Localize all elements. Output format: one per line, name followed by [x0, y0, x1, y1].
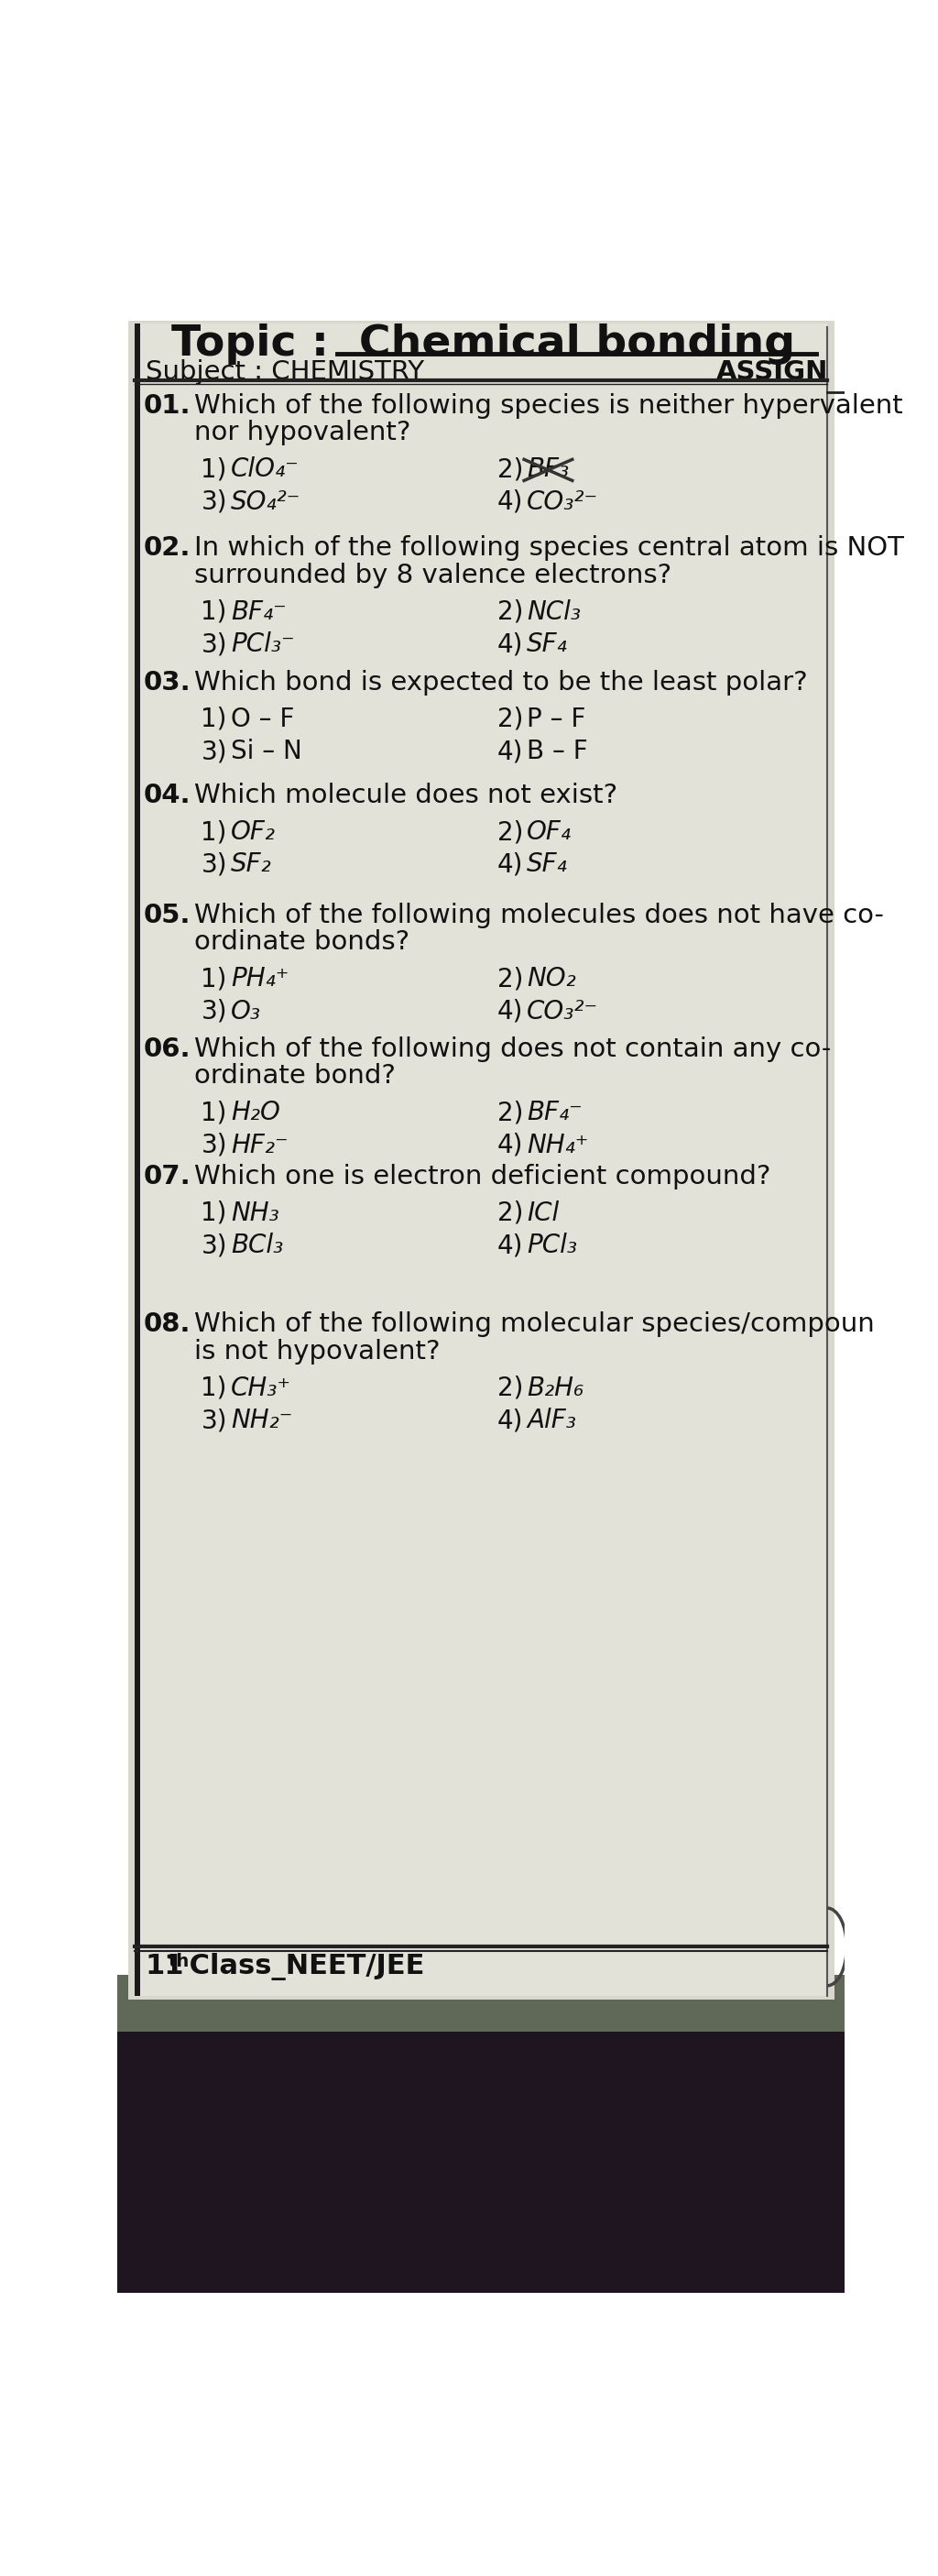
Text: 3): 3): [201, 1133, 227, 1159]
Text: ordinate bond?: ordinate bond?: [194, 1064, 395, 1090]
Text: 07.: 07.: [144, 1164, 191, 1190]
Text: Which of the following does not contain any co-: Which of the following does not contain …: [194, 1036, 831, 1061]
Text: 11: 11: [145, 1953, 185, 1978]
Text: 2): 2): [497, 966, 523, 992]
Text: B₂H₆: B₂H₆: [527, 1376, 583, 1401]
Text: surrounded by 8 valence electrons?: surrounded by 8 valence electrons?: [194, 562, 672, 587]
Bar: [135, 325, 140, 1996]
Text: NO₂: NO₂: [527, 966, 576, 992]
Text: 2): 2): [497, 819, 523, 845]
Text: 2): 2): [497, 1100, 523, 1126]
Text: Which molecule does not exist?: Which molecule does not exist?: [194, 783, 617, 809]
Text: PCl₃: PCl₃: [527, 1234, 577, 1260]
Text: Subject : CHEMISTRY: Subject : CHEMISTRY: [145, 358, 424, 384]
Text: 1): 1): [201, 1200, 227, 1226]
Text: ClO₄⁻: ClO₄⁻: [231, 456, 299, 482]
Text: 3): 3): [201, 1234, 227, 1260]
Bar: [117, 1976, 844, 2032]
Text: BF₄⁻: BF₄⁻: [527, 1100, 582, 1126]
Bar: [117, 2025, 844, 2293]
Text: In which of the following species central atom is NOT: In which of the following species centra…: [194, 536, 903, 562]
Text: 06.: 06.: [144, 1036, 190, 1061]
Text: Class_NEET/JEE: Class_NEET/JEE: [180, 1953, 425, 1981]
Text: 02.: 02.: [144, 536, 190, 562]
Text: 4): 4): [497, 999, 523, 1025]
Text: BF₃: BF₃: [527, 456, 569, 482]
Text: 3): 3): [201, 489, 227, 515]
Text: NCl₃: NCl₃: [527, 600, 581, 626]
Text: 1): 1): [201, 456, 227, 482]
Text: 3): 3): [201, 739, 227, 765]
Text: Which bond is expected to be the least polar?: Which bond is expected to be the least p…: [194, 670, 808, 696]
Text: 3): 3): [201, 631, 227, 657]
Bar: [117, 1989, 844, 2293]
Text: P – F: P – F: [527, 706, 586, 732]
Text: O – F: O – F: [231, 706, 295, 732]
Text: 3): 3): [201, 1406, 227, 1432]
Text: 3): 3): [201, 853, 227, 878]
Text: Which one is electron deficient compound?: Which one is electron deficient compound…: [194, 1164, 770, 1190]
Text: AlF₃: AlF₃: [527, 1406, 576, 1432]
Text: NH₃: NH₃: [231, 1200, 280, 1226]
Bar: [135, 325, 827, 1996]
Text: 4): 4): [497, 1234, 523, 1260]
Text: SF₄: SF₄: [527, 631, 567, 657]
Text: 1): 1): [201, 1376, 227, 1401]
Text: 04.: 04.: [144, 783, 190, 809]
Text: CH₃⁺: CH₃⁺: [231, 1376, 292, 1401]
Text: 2): 2): [497, 600, 523, 626]
Text: 2): 2): [497, 1376, 523, 1401]
Text: NH₂⁻: NH₂⁻: [231, 1406, 293, 1432]
Text: Si – N: Si – N: [231, 739, 302, 765]
Text: Topic :  Chemical bonding: Topic : Chemical bonding: [171, 325, 794, 366]
Text: OF₂: OF₂: [231, 819, 276, 845]
Text: SO₄²⁻: SO₄²⁻: [231, 489, 301, 515]
Text: 4): 4): [497, 489, 523, 515]
Text: 2): 2): [497, 1200, 523, 1226]
Bar: [128, 319, 834, 1999]
Text: 1): 1): [201, 600, 227, 626]
Text: BF₄⁻: BF₄⁻: [231, 600, 286, 626]
Text: 08.: 08.: [144, 1311, 190, 1337]
Text: th: th: [168, 1953, 189, 1971]
Text: 3): 3): [201, 999, 227, 1025]
Text: 4): 4): [497, 739, 523, 765]
Text: 05.: 05.: [144, 902, 190, 927]
Text: 1): 1): [201, 1100, 227, 1126]
Text: 1): 1): [201, 966, 227, 992]
Text: CO₃²⁻: CO₃²⁻: [527, 489, 598, 515]
Text: is not hypovalent?: is not hypovalent?: [194, 1340, 440, 1365]
Text: Which of the following molecular species/compoun: Which of the following molecular species…: [194, 1311, 874, 1337]
Text: SF₂: SF₂: [231, 853, 272, 878]
Text: B – F: B – F: [527, 739, 588, 765]
Text: OF₄: OF₄: [527, 819, 572, 845]
Text: 2): 2): [497, 706, 523, 732]
Text: H₂O: H₂O: [231, 1100, 280, 1126]
Text: 4): 4): [497, 1133, 523, 1159]
Text: PH₄⁺: PH₄⁺: [231, 966, 289, 992]
Text: Which of the following species is neither hypervalent: Which of the following species is neithe…: [194, 394, 902, 420]
Text: 2): 2): [497, 456, 523, 482]
Text: 01.: 01.: [144, 394, 190, 420]
Text: SF₄: SF₄: [527, 853, 567, 878]
Text: 03.: 03.: [144, 670, 191, 696]
Text: 4): 4): [497, 631, 523, 657]
Text: NH₄⁺: NH₄⁺: [527, 1133, 588, 1159]
Text: 1): 1): [201, 819, 227, 845]
Text: ordinate bonds?: ordinate bonds?: [194, 930, 409, 956]
Text: 4): 4): [497, 1406, 523, 1432]
Text: Which of the following molecules does not have co-: Which of the following molecules does no…: [194, 902, 884, 927]
Text: nor hypovalent?: nor hypovalent?: [194, 420, 411, 446]
Text: 4): 4): [497, 853, 523, 878]
Text: 1): 1): [201, 706, 227, 732]
Text: PCl₃⁻: PCl₃⁻: [231, 631, 295, 657]
Text: ASSIGN: ASSIGN: [717, 358, 828, 384]
Text: HF₂⁻: HF₂⁻: [231, 1133, 288, 1159]
Text: BCl₃: BCl₃: [231, 1234, 283, 1260]
Text: CO₃²⁻: CO₃²⁻: [527, 999, 598, 1025]
Text: ICl: ICl: [527, 1200, 559, 1226]
Text: O₃: O₃: [231, 999, 261, 1025]
